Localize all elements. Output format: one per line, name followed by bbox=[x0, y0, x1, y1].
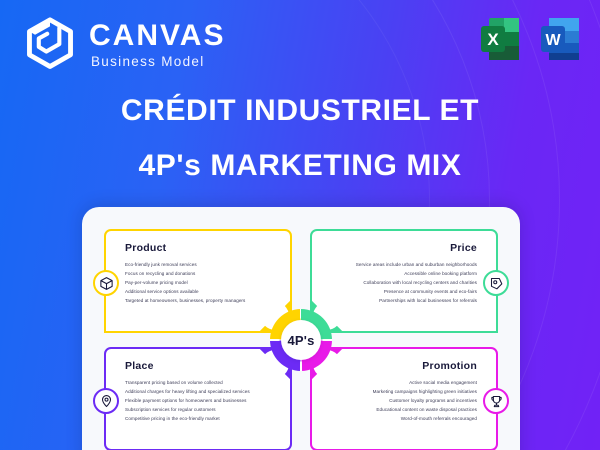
box-cube-icon bbox=[99, 276, 113, 290]
list-item: Marketing campaigns highlighting green i… bbox=[372, 388, 477, 394]
list-item: Subscription services for regular custom… bbox=[125, 406, 216, 412]
marketing-mix-card: Product Eco-friendly junk removal servic… bbox=[82, 207, 520, 450]
product-badge bbox=[93, 270, 119, 296]
quadrant-bullet-list: Service areas include urban and suburban… bbox=[312, 261, 477, 306]
hexagon-spiral-logo-icon bbox=[27, 17, 73, 69]
promotion-badge bbox=[483, 388, 509, 414]
map-pin-location-icon bbox=[101, 394, 111, 407]
title-line-1: CRÉDIT INDUSTRIEL ET bbox=[120, 94, 480, 127]
title-line-2: 4P's MARKETING MIX bbox=[138, 149, 462, 182]
brand-name: CANVAS bbox=[89, 18, 226, 52]
quadrant-price[interactable]: Price Service areas include urban and su… bbox=[310, 229, 509, 333]
list-item: Additional charges for heavy lifting and… bbox=[125, 388, 250, 394]
svg-text:W: W bbox=[545, 32, 561, 49]
list-item: Additional service options available bbox=[125, 288, 199, 294]
donut-center: 4P's bbox=[281, 320, 321, 360]
list-item: Collaboration with local recycling cente… bbox=[363, 279, 477, 285]
four-p-grid: Product Eco-friendly junk removal servic… bbox=[93, 229, 509, 450]
quadrant-heading: Price bbox=[450, 242, 477, 254]
four-p-center-badge: 4P's bbox=[270, 309, 332, 371]
list-item: Active social media engagement bbox=[409, 380, 477, 385]
list-item: Targeted at homeowners, businesses, prop… bbox=[125, 297, 246, 303]
list-item: Transparent pricing based on volume coll… bbox=[125, 380, 223, 385]
quadrant-heading: Place bbox=[125, 360, 154, 372]
list-item: Partnerships with local businesses for r… bbox=[379, 297, 477, 303]
quadrant-bullet-list: Eco-friendly junk removal services Focus… bbox=[125, 261, 290, 306]
list-item: Accessible online booking platform bbox=[404, 270, 477, 276]
quadrant-bullet-list: Active social media engagement Marketing… bbox=[312, 379, 477, 424]
place-badge bbox=[93, 388, 119, 414]
quadrant-promotion[interactable]: Promotion Active social media engagement… bbox=[310, 347, 509, 450]
list-item: Service areas include urban and suburban… bbox=[355, 262, 477, 267]
file-format-icons: X W bbox=[477, 14, 587, 64]
quadrant-place[interactable]: Place Transparent pricing based on volum… bbox=[93, 347, 292, 450]
quadrant-product[interactable]: Product Eco-friendly junk removal servic… bbox=[93, 229, 292, 333]
list-item: Presence at community events and eco-fai… bbox=[383, 288, 477, 294]
list-item: Educational content on waste disposal pr… bbox=[376, 406, 477, 412]
price-badge bbox=[483, 270, 509, 296]
slide-titles: CRÉDIT INDUSTRIEL ET 4P's MARKETING MIX bbox=[0, 96, 600, 181]
brand-tagline: Business Model bbox=[91, 54, 205, 70]
quadrant-heading: Product bbox=[125, 242, 167, 254]
quadrant-heading: Promotion bbox=[422, 360, 477, 372]
list-item: Word-of-mouth referrals encouraged bbox=[400, 415, 477, 421]
word-file-icon[interactable]: W bbox=[537, 14, 587, 64]
list-item: Pay-per-volume pricing model bbox=[125, 279, 188, 285]
list-item: Eco-friendly junk removal services bbox=[125, 262, 197, 267]
list-item: Flexible payment options for homeowners … bbox=[125, 397, 247, 403]
list-item: Customer loyalty programs and incentives bbox=[389, 397, 477, 403]
quadrant-bullet-list: Transparent pricing based on volume coll… bbox=[125, 379, 290, 424]
brand-logo: CANVAS Business Model bbox=[22, 16, 225, 74]
price-tag-icon bbox=[490, 277, 502, 289]
svg-text:X: X bbox=[487, 30, 499, 49]
list-item: Competitive pricing in the eco-friendly … bbox=[125, 415, 220, 421]
trophy-icon bbox=[490, 395, 502, 407]
list-item: Focus on recycling and donations bbox=[125, 270, 196, 276]
center-label: 4P's bbox=[287, 332, 315, 348]
excel-file-icon[interactable]: X bbox=[477, 14, 527, 64]
